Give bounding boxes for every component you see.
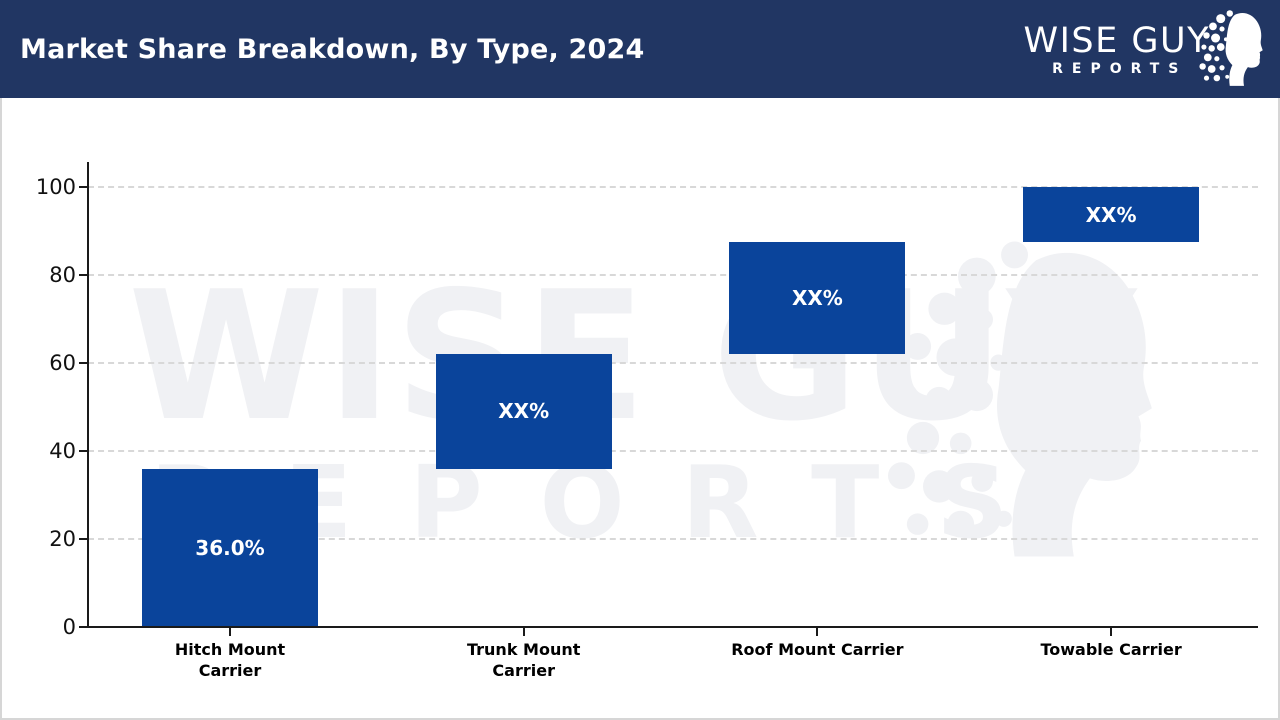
watermark-face-icon <box>888 241 1152 557</box>
bar-towable-carrier: XX% <box>1023 187 1200 242</box>
x-axis-line <box>87 626 1258 628</box>
y-tick-label-20: 20 <box>49 527 76 551</box>
x-axis-label-trunk-mount-carrier: Trunk Mount Carrier <box>466 640 581 680</box>
x-tick-mark-3 <box>816 628 819 636</box>
y-tick-label-0: 0 <box>62 615 76 639</box>
y-tick-mark-20 <box>79 538 87 540</box>
y-tick-label-80: 80 <box>49 263 76 287</box>
logo-wordmark: WISE GUY <box>1023 20 1210 61</box>
y-tick-label-60: 60 <box>49 351 76 375</box>
logo-face-icon <box>1199 10 1263 86</box>
bar-value-label: 36.0% <box>195 535 265 560</box>
gridline-100 <box>88 186 1258 188</box>
x-tick-mark-1 <box>229 628 231 636</box>
header-bar: Market Share Breakdown, By Type, 2024 WI… <box>0 0 1280 98</box>
x-axis-label-hitch-mount-carrier: Hitch Mount Carrier <box>174 640 286 680</box>
logo-subtext: REPORTS <box>1052 60 1188 77</box>
gridline-20 <box>88 538 1258 540</box>
page-title: Market Share Breakdown, By Type, 2024 <box>20 33 645 65</box>
y-tick-mark-100 <box>79 186 87 188</box>
x-axis-label-towable-carrier: Towable Carrier <box>1040 640 1182 659</box>
bar-roof-mount-carrier: XX% <box>729 242 906 355</box>
x-axis-label-roof-mount-carrier: Roof Mount Carrier <box>731 640 904 659</box>
y-tick-mark-40 <box>79 450 87 452</box>
y-tick-label-40: 40 <box>49 439 76 463</box>
y-axis-line <box>87 162 89 628</box>
y-tick-mark-0 <box>79 626 87 628</box>
y-tick-label-100: 100 <box>35 175 76 199</box>
bar-value-label: XX% <box>791 286 843 311</box>
bar-value-label: XX% <box>498 399 550 424</box>
logo-wordmark-block: WISE GUY REPORTS <box>1023 22 1210 77</box>
gridline-60 <box>88 362 1258 364</box>
bar-trunk-mount-carrier: XX% <box>435 354 612 469</box>
gridline-40 <box>88 450 1258 452</box>
wise-guy-logo: WISE GUY REPORTS <box>1023 4 1270 94</box>
x-tick-mark-4 <box>1110 628 1113 636</box>
gridline-80 <box>88 274 1258 276</box>
bar-value-label: XX% <box>1085 202 1137 227</box>
bar-hitch-mount-carrier: 36.0% <box>142 468 318 627</box>
y-tick-mark-80 <box>79 274 87 276</box>
y-tick-mark-60 <box>79 362 87 364</box>
x-tick-mark-2 <box>522 628 525 636</box>
